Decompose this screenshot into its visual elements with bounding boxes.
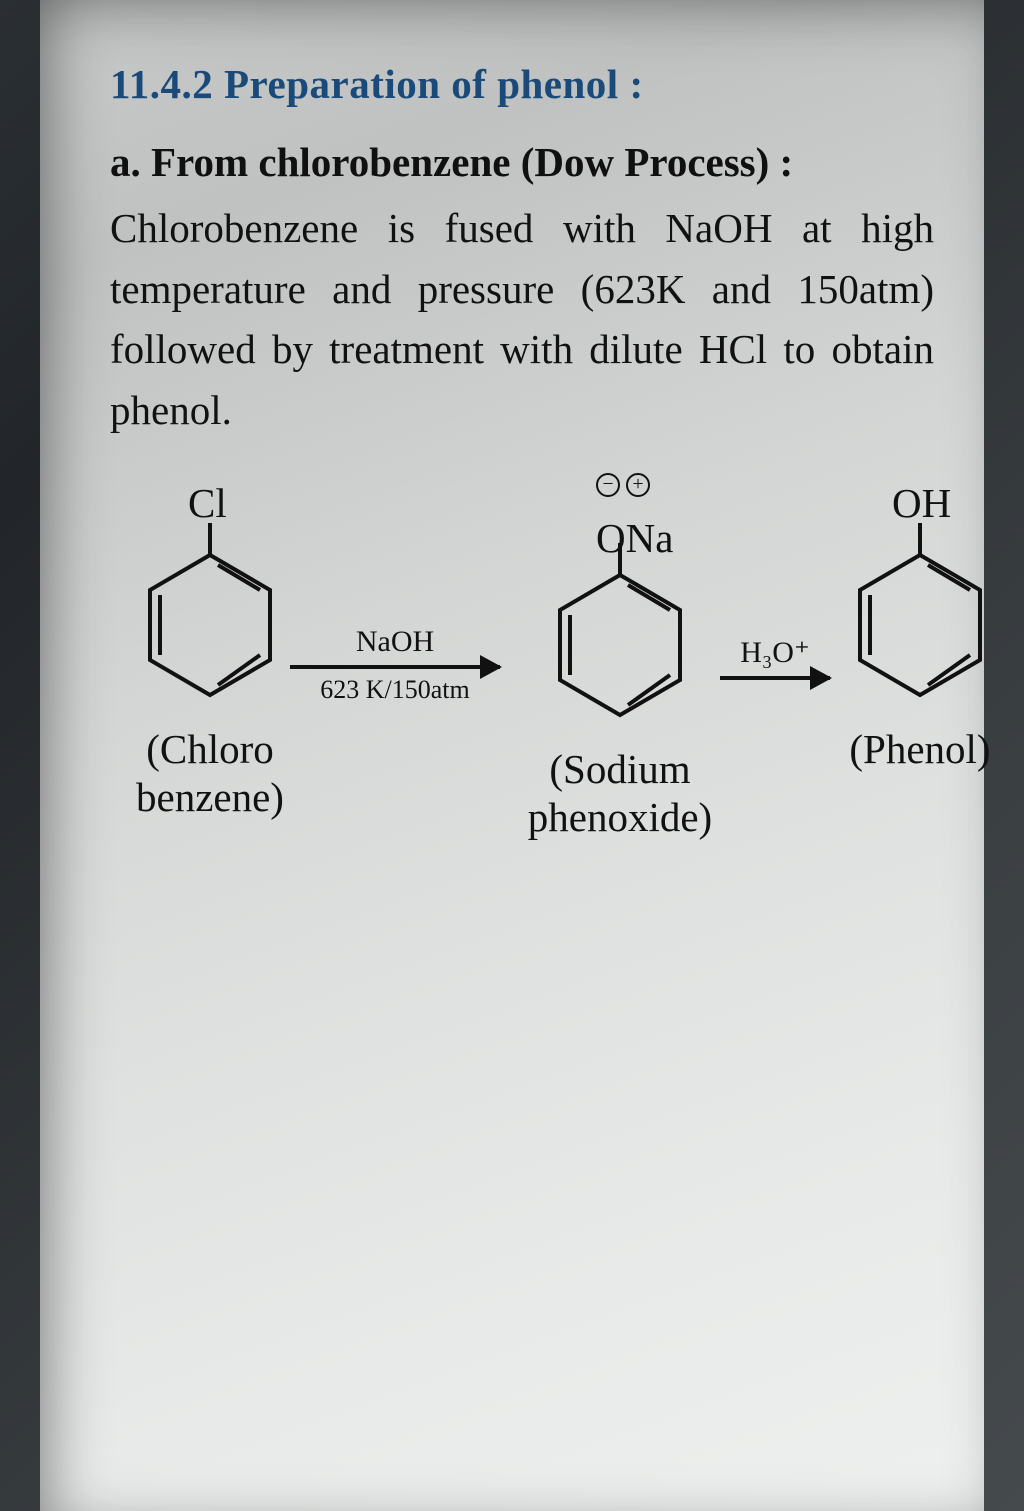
- phenoxide-name-1: (Sodium: [500, 745, 740, 793]
- ona-label: −+ ONa: [596, 477, 673, 559]
- section-number: 11.4.2: [110, 61, 213, 107]
- arrow1-reagent: NaOH: [290, 625, 500, 659]
- na-label: Na: [626, 515, 674, 561]
- reaction-scheme: Cl (Chloro benzene) NaOH 623 K/15: [110, 485, 934, 1045]
- body-paragraph: Chlorobenzene is fused with NaOH at high…: [110, 198, 934, 441]
- chlorobenzene-name-2: benzene): [100, 773, 320, 821]
- page: 11.4.2 Preparation of phenol : a. From c…: [40, 0, 984, 1511]
- cl-label: Cl: [188, 479, 227, 527]
- arrow1-conditions: 623 K/150atm: [290, 675, 500, 705]
- section-heading: 11.4.2 Preparation of phenol :: [110, 60, 934, 108]
- phenoxide-name-2: phenoxide): [500, 793, 740, 841]
- o-minus-icon: −: [596, 473, 620, 497]
- subsection-heading: a. From chlorobenzene (Dow Process) :: [110, 138, 934, 186]
- arrow2-reagent: H₃O⁺: [720, 635, 830, 670]
- na-plus-icon: +: [626, 473, 650, 497]
- molecule-sodium-phenoxide: −+ ONa (Sodium phenoxide): [500, 485, 740, 841]
- oh-label: OH: [892, 479, 951, 527]
- arrow-line-icon: [290, 665, 500, 669]
- section-title: Preparation of phenol :: [224, 61, 644, 107]
- phenol-name: (Phenol): [820, 725, 1020, 773]
- reaction-arrow-1: NaOH 623 K/150atm: [290, 625, 500, 705]
- molecule-chlorobenzene: Cl (Chloro benzene): [100, 485, 320, 821]
- reaction-arrow-2: H₃O⁺: [720, 635, 830, 686]
- subsection-label: a.: [110, 139, 141, 185]
- subsection-title: From chlorobenzene (Dow Process) :: [151, 139, 793, 185]
- chlorobenzene-name-1: (Chloro: [100, 725, 320, 773]
- o-label: O: [596, 515, 626, 561]
- arrow-line-icon: [720, 676, 830, 680]
- molecule-phenol: OH (Phenol): [820, 485, 1020, 773]
